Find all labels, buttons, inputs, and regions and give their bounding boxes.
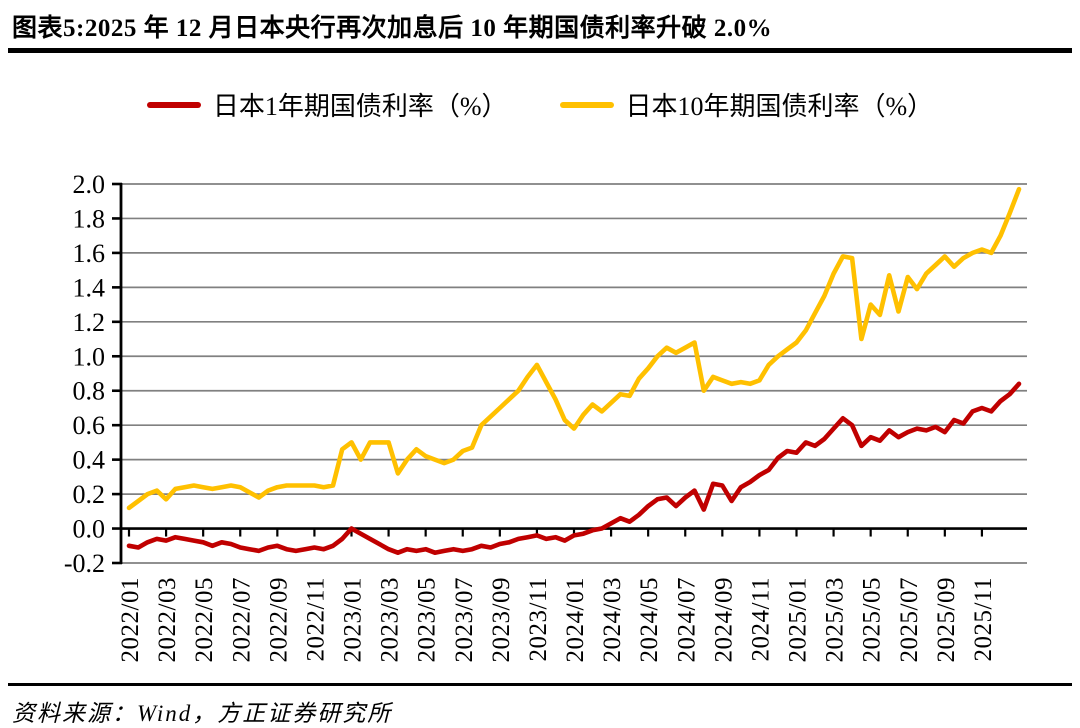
x-tick-label: 2022/11 <box>302 577 329 662</box>
chart-title: 图表5:2025 年 12 月日本央行再次加息后 10 年期国债利率升破 2.0… <box>12 15 773 42</box>
x-tick-label: 2023/09 <box>488 577 515 662</box>
x-tick-label: 2022/05 <box>191 577 218 662</box>
y-tick-label: 0.0 <box>73 515 106 544</box>
legend-swatch-1y-jgb <box>146 101 201 108</box>
x-tick-label: 2024/09 <box>710 577 737 662</box>
x-tick-label: 2024/01 <box>562 577 589 662</box>
y-tick-label: 0.2 <box>73 480 106 509</box>
x-tick-label: 2023/01 <box>340 577 367 662</box>
y-tick-label: 1.6 <box>73 239 106 268</box>
title-rule <box>8 48 1072 53</box>
y-tick-label: 1.0 <box>73 342 106 371</box>
x-tick-label: 2023/07 <box>451 577 478 662</box>
y-tick-label: 0.4 <box>73 446 106 475</box>
x-tick-label: 2025/03 <box>822 577 849 662</box>
series-line-0 <box>126 381 1022 556</box>
legend-swatch-10y-jgb <box>559 101 614 108</box>
legend-label-1y-jgb: 日本1年期国债利率（%） <box>212 92 508 121</box>
x-tick-label: 2022/03 <box>154 577 181 662</box>
x-tick-label: 2025/11 <box>970 577 997 662</box>
x-tick-label: 2022/01 <box>117 577 144 662</box>
source-note: 资料来源：Wind，方正证券研究所 <box>12 701 393 726</box>
legend-item-1y-jgb: 日本1年期国债利率（%） <box>146 86 508 123</box>
y-tick-label: 0.6 <box>73 411 106 440</box>
x-tick-label: 2023/05 <box>414 577 441 662</box>
legend-item-10y-jgb: 日本10年期国债利率（%） <box>559 86 934 123</box>
x-tick-label: 2022/07 <box>228 577 255 662</box>
x-tick-label: 2024/03 <box>599 577 626 662</box>
x-tick-label: 2023/11 <box>525 577 552 662</box>
x-tick-label: 2025/05 <box>859 577 886 662</box>
series-line-1 <box>126 186 1022 511</box>
legend-label-10y-jgb: 日本10年期国债利率（%） <box>625 92 934 121</box>
x-tick-label: 2025/01 <box>785 577 812 662</box>
y-tick-label: 1.8 <box>73 204 106 233</box>
x-tick-label: 2025/09 <box>933 577 960 662</box>
y-tick-label: 0.8 <box>73 377 106 406</box>
x-tick-label: 2023/03 <box>377 577 404 662</box>
y-tick-label: 2.0 <box>73 170 106 199</box>
legend: 日本1年期国债利率（%） 日本10年期国债利率（%） <box>0 86 1080 123</box>
x-tick-label: 2024/05 <box>636 577 663 662</box>
y-tick-label: 1.2 <box>73 308 106 337</box>
y-tick-label: -0.2 <box>64 549 105 578</box>
x-tick-label: 2022/09 <box>265 577 292 662</box>
x-tick-label: 2024/07 <box>673 577 700 662</box>
x-tick-label: 2025/07 <box>896 577 923 662</box>
y-tick-label: 1.4 <box>73 273 106 302</box>
footer-rule <box>8 683 1072 686</box>
x-tick-label: 2024/11 <box>747 577 774 662</box>
